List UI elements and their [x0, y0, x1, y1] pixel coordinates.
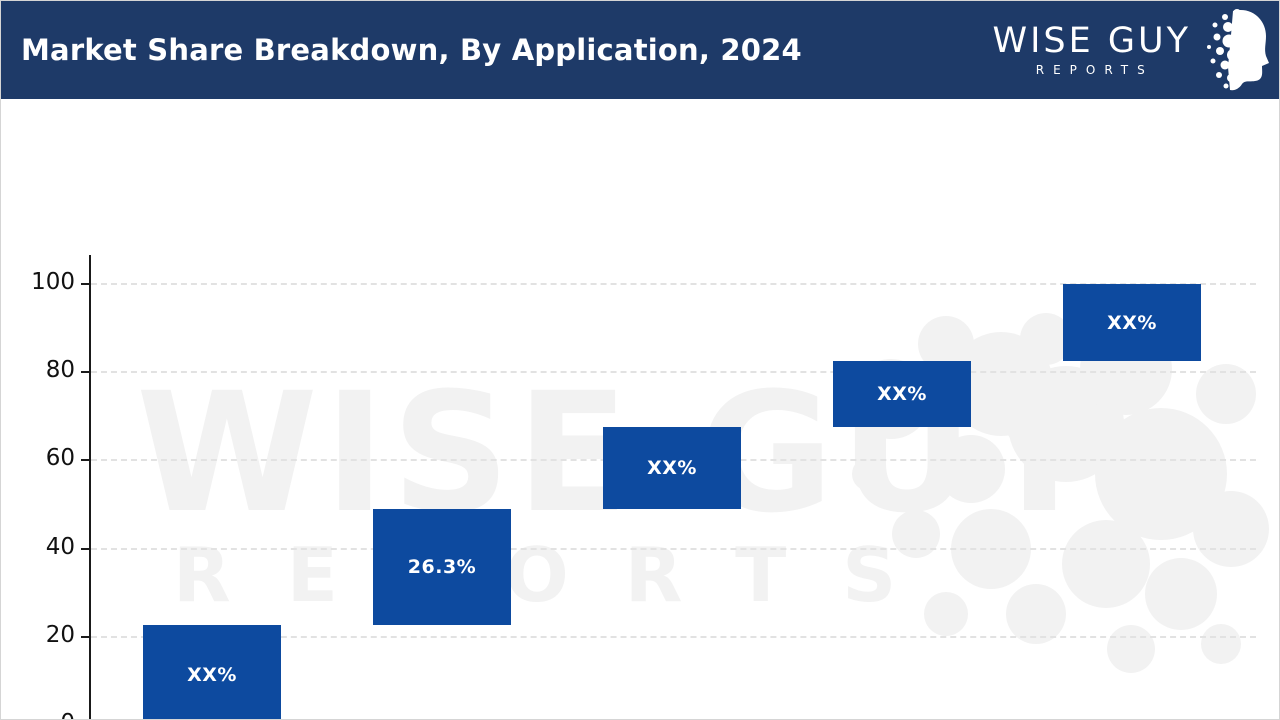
bar-label: XX% — [1107, 311, 1157, 334]
header: Market Share Breakdown, By Application, … — [1, 1, 1279, 99]
bar: XX% — [1063, 284, 1201, 362]
y-tick-label: 100 — [31, 269, 75, 295]
gridline — [91, 635, 1256, 638]
y-tick-label: 40 — [45, 533, 75, 560]
logo-wordmark-line2: REPORTS — [1035, 62, 1154, 77]
y-axis-line — [89, 255, 91, 719]
page-title: Market Share Breakdown, By Application, … — [21, 33, 802, 67]
y-tick-label: 80 — [45, 357, 75, 384]
y-tick — [81, 371, 91, 374]
bar: XX% — [603, 427, 741, 510]
bar: 26.3% — [373, 509, 511, 626]
bar-label: XX% — [187, 664, 237, 687]
logo-head-icon — [1195, 5, 1269, 95]
chart: WISE GUY REPORTS 020406080100XX%Sports26… — [1, 99, 1279, 719]
watermark-reports: REPORTS — [173, 531, 953, 619]
logo-wordmark: WISE GUY REPORTS — [992, 23, 1191, 77]
y-tick — [81, 459, 91, 462]
bar-label: XX% — [647, 457, 697, 480]
y-tick-label: 20 — [45, 621, 75, 648]
y-tick — [81, 283, 91, 285]
bar: XX% — [143, 625, 281, 719]
y-tick — [81, 635, 91, 638]
watermark-head-icon — [831, 259, 1271, 693]
logo-wordmark-line1: WISE GUY — [992, 21, 1191, 62]
plot-area: 020406080100XX%Sports26.3%MedicalXX%Dail… — [31, 257, 1256, 719]
gridline — [91, 547, 1256, 550]
y-tick-label: 0 — [13, 710, 75, 719]
y-tick-label: 60 — [45, 445, 75, 472]
bar-label: 26.3% — [407, 556, 477, 579]
gridline — [91, 283, 1256, 285]
y-tick — [81, 547, 91, 550]
bar: XX% — [833, 361, 971, 428]
gridline — [91, 371, 1256, 374]
logo: WISE GUY REPORTS — [992, 5, 1269, 95]
bar-label: XX% — [877, 383, 927, 406]
